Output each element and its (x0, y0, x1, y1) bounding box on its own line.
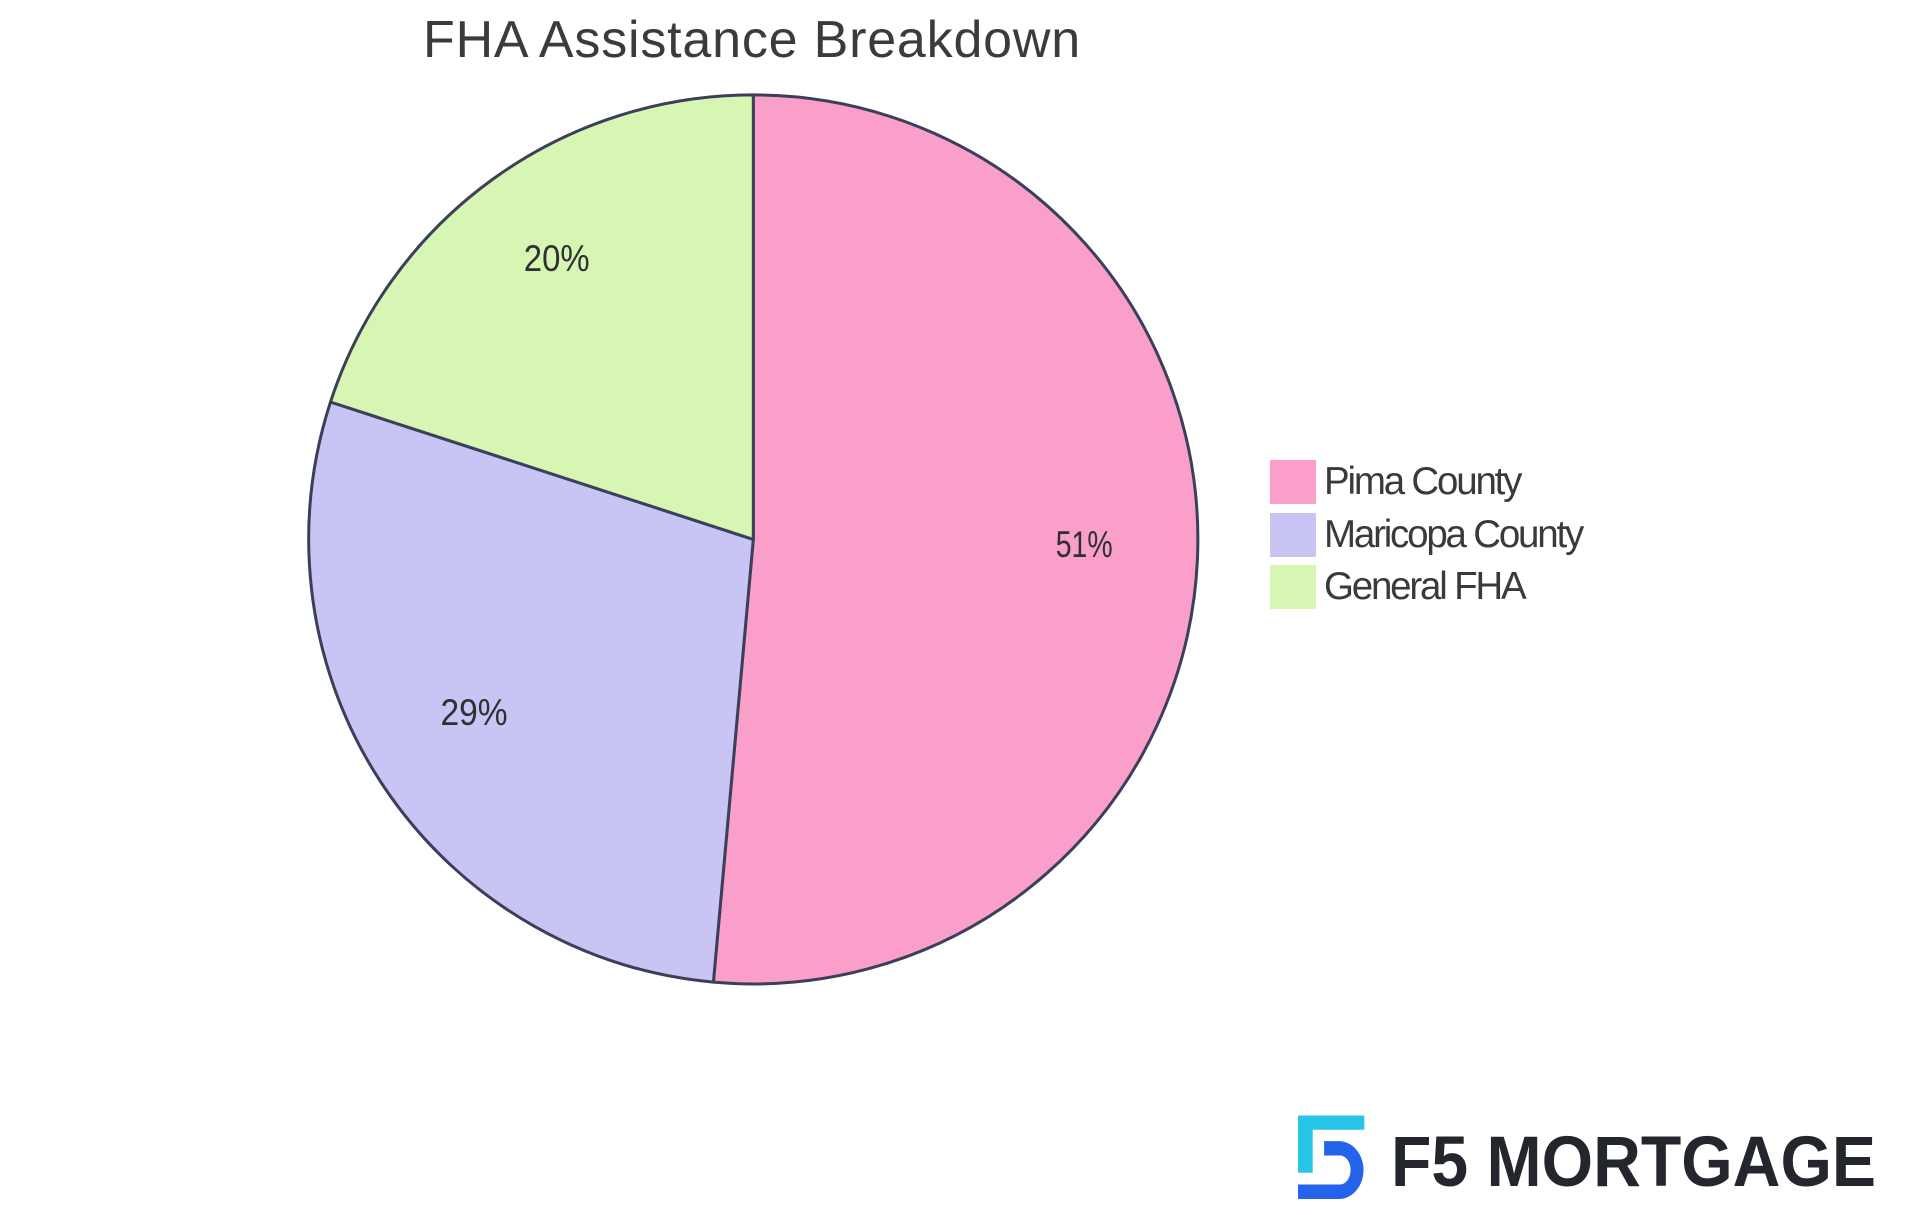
svg-text:29%: 29% (440, 691, 507, 733)
svg-text:20%: 20% (524, 237, 590, 279)
svg-text:51%: 51% (1056, 523, 1113, 565)
svg-text:F5 MORTGAGE: F5 MORTGAGE (1391, 1123, 1876, 1202)
